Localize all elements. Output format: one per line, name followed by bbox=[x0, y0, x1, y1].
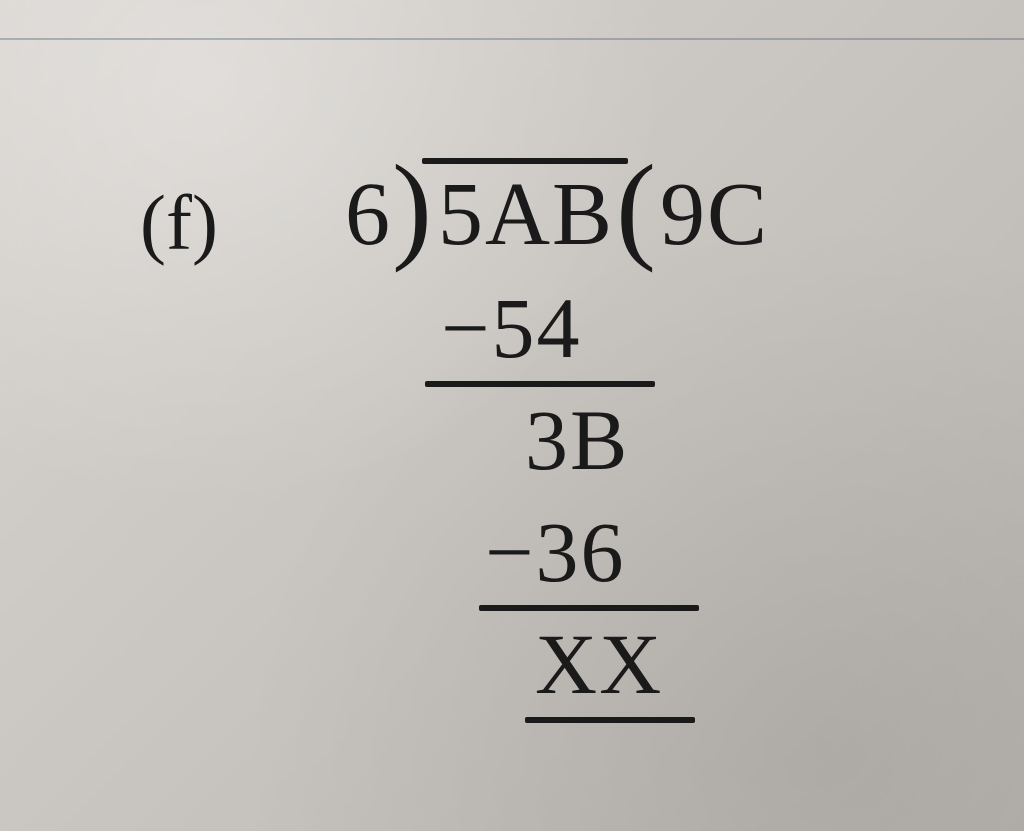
vinculum-bar bbox=[422, 158, 628, 164]
work-value: −54 bbox=[441, 285, 582, 371]
work-row: −54 bbox=[405, 272, 769, 384]
ruled-line bbox=[0, 38, 1024, 40]
work-underline bbox=[525, 717, 695, 723]
work-value: XX bbox=[535, 621, 663, 707]
divisor: 6 bbox=[345, 160, 398, 260]
problem-label: (f) bbox=[140, 178, 218, 268]
dividend: 5AB bbox=[432, 165, 620, 264]
division-bracket-left: ) bbox=[392, 160, 432, 254]
work-row: 3B bbox=[405, 384, 769, 496]
quotient: 9C bbox=[656, 160, 769, 260]
dividend-container: 5AB bbox=[432, 160, 620, 260]
division-bracket-right: ( bbox=[616, 160, 656, 254]
work-value: −36 bbox=[485, 509, 626, 595]
work-value: 3B bbox=[525, 397, 629, 483]
division-top-row: 6 ) 5AB ( 9C bbox=[345, 160, 769, 260]
long-division: 6 ) 5AB ( 9C −54 3B −36 XX bbox=[345, 160, 769, 720]
work-row: XX bbox=[405, 608, 769, 720]
work-steps: −54 3B −36 XX bbox=[405, 272, 769, 720]
work-row: −36 bbox=[405, 496, 769, 608]
